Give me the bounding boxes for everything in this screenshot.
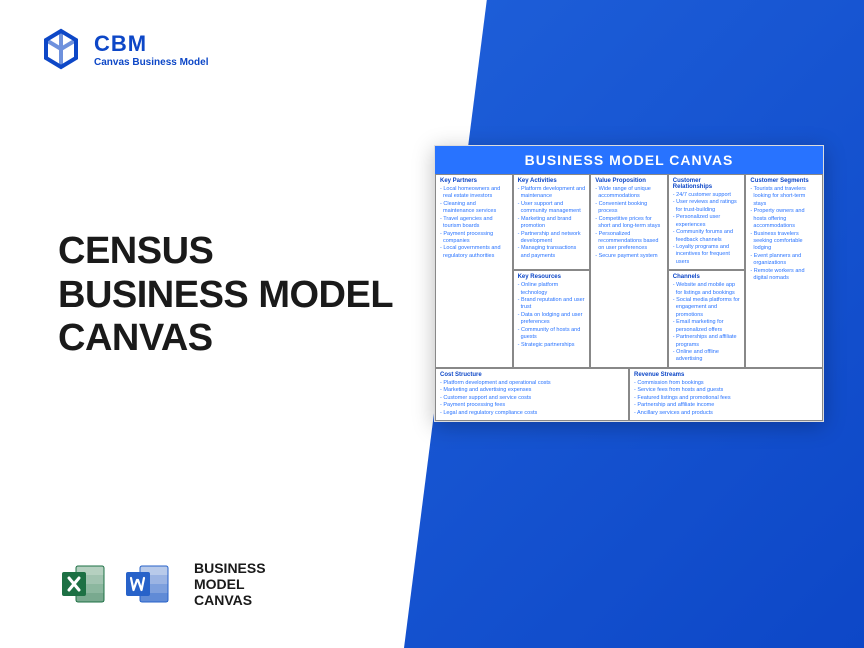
footer-line: BUSINESS (194, 560, 266, 576)
list-item: Legal and regulatory compliance costs (440, 410, 624, 417)
title-line: CANVAS (58, 317, 393, 361)
list-item: Marketing and brand promotion (518, 216, 586, 231)
cell-title: Key Activities (518, 178, 586, 184)
list-item: Customer support and service costs (440, 395, 624, 402)
list-item: User support and community management (518, 201, 586, 216)
list-item: Payment processing fees (440, 402, 624, 409)
cell-title: Cost Structure (440, 372, 624, 378)
list-item: Travel agencies and tourism boards (440, 216, 508, 231)
canvas-grid: Key Partners Local homeowners and real es… (435, 174, 823, 421)
list-item: Partnership and affiliate income (634, 402, 818, 409)
brand-text: CBM Canvas Business Model (94, 31, 208, 68)
footer-text: BUSINESS MODEL CANVAS (194, 560, 266, 608)
list-item: Community of hosts and guests (518, 327, 586, 342)
cell-title: Customer Segments (750, 178, 818, 184)
list-item: Cleaning and maintenance services (440, 201, 508, 216)
footer-line: MODEL (194, 576, 266, 592)
list-item: Email marketing for personalized offers (673, 319, 741, 334)
list-item: Online and offline advertising (673, 349, 741, 364)
cell-cost-structure: Cost Structure Platform development and o… (435, 368, 629, 421)
list-item: Platform development and operational cos… (440, 380, 624, 387)
title-line: BUSINESS MODEL (58, 274, 393, 318)
list-item: Local governments and regulatory authori… (440, 245, 508, 260)
list-item: Website and mobile app for listings and … (673, 282, 741, 297)
cell-key-partners: Key Partners Local homeowners and real es… (435, 174, 513, 368)
cell-value-proposition: Value Proposition Wide range of unique ac… (590, 174, 668, 368)
list-item: Data on lodging and user preferences (518, 312, 586, 327)
list-item: 24/7 customer support (673, 192, 741, 199)
list-item: Partnerships and affiliate programs (673, 334, 741, 349)
cell-revenue-streams: Revenue Streams Commission from bookingsS… (629, 368, 823, 421)
page-title: CENSUS BUSINESS MODEL CANVAS (58, 230, 393, 361)
list-item: Payment processing companies (440, 231, 508, 246)
logo-icon (40, 28, 82, 70)
list-item: Strategic partnerships (518, 342, 586, 349)
list-item: Wide range of unique accommodations (595, 186, 663, 201)
list-item: Marketing and advertising expenses (440, 387, 624, 394)
excel-icon (58, 558, 110, 610)
cell-title: Key Resources (518, 274, 586, 280)
list-item: Loyalty programs and incentives for freq… (673, 244, 741, 266)
list-item: Online platform technology (518, 282, 586, 297)
list-item: Property owners and hosts offering accom… (750, 208, 818, 230)
list-item: User reviews and ratings for trust-build… (673, 199, 741, 214)
list-item: Event planners and organizations (750, 253, 818, 268)
list-item: Remote workers and digital nomads (750, 268, 818, 283)
list-item: Secure payment system (595, 253, 663, 260)
brand-title: CBM (94, 31, 208, 57)
cell-customer-segments: Customer Segments Tourists and travelers … (745, 174, 823, 368)
title-line: CENSUS (58, 230, 393, 274)
canvas-preview: BUSINESS MODEL CANVAS Key Partners Local … (434, 145, 824, 422)
list-item: Managing transactions and payments (518, 245, 586, 260)
list-item: Business travelers seeking comfortable l… (750, 231, 818, 253)
cell-channels: Channels Website and mobile app for listi… (668, 270, 746, 368)
brand-header: CBM Canvas Business Model (40, 28, 208, 70)
list-item: Platform development and maintenance (518, 186, 586, 201)
list-item: Personalized recommendations based on us… (595, 231, 663, 253)
footer-line: CANVAS (194, 592, 266, 608)
list-item: Convenient booking process (595, 201, 663, 216)
list-item: Personalized user experiences (673, 214, 741, 229)
canvas-header: BUSINESS MODEL CANVAS (435, 146, 823, 174)
cell-customer-relationships: Customer Relationships 24/7 customer supp… (668, 174, 746, 270)
list-item: Ancillary services and products (634, 410, 818, 417)
cell-title: Key Partners (440, 178, 508, 184)
list-item: Commission from bookings (634, 380, 818, 387)
list-item: Local homeowners and real estate investo… (440, 186, 508, 201)
brand-subtitle: Canvas Business Model (94, 57, 208, 68)
list-item: Featured listings and promotional fees (634, 395, 818, 402)
list-item: Tourists and travelers looking for short… (750, 186, 818, 208)
list-item: Social media platforms for engagement an… (673, 297, 741, 319)
list-item: Partnership and network development (518, 231, 586, 246)
cell-title: Value Proposition (595, 178, 663, 184)
list-item: Service fees from hosts and guests (634, 387, 818, 394)
footer-icons: BUSINESS MODEL CANVAS (58, 558, 266, 610)
cell-title: Channels (673, 274, 741, 280)
cell-title: Customer Relationships (673, 178, 741, 190)
list-item: Brand reputation and user trust (518, 297, 586, 312)
cell-key-resources: Key Resources Online platform technologyB… (513, 270, 591, 368)
list-item: Competitive prices for short and long-te… (595, 216, 663, 231)
cell-title: Revenue Streams (634, 372, 818, 378)
cell-key-activities: Key Activities Platform development and m… (513, 174, 591, 270)
word-icon (122, 558, 174, 610)
list-item: Community forums and feedback channels (673, 229, 741, 244)
